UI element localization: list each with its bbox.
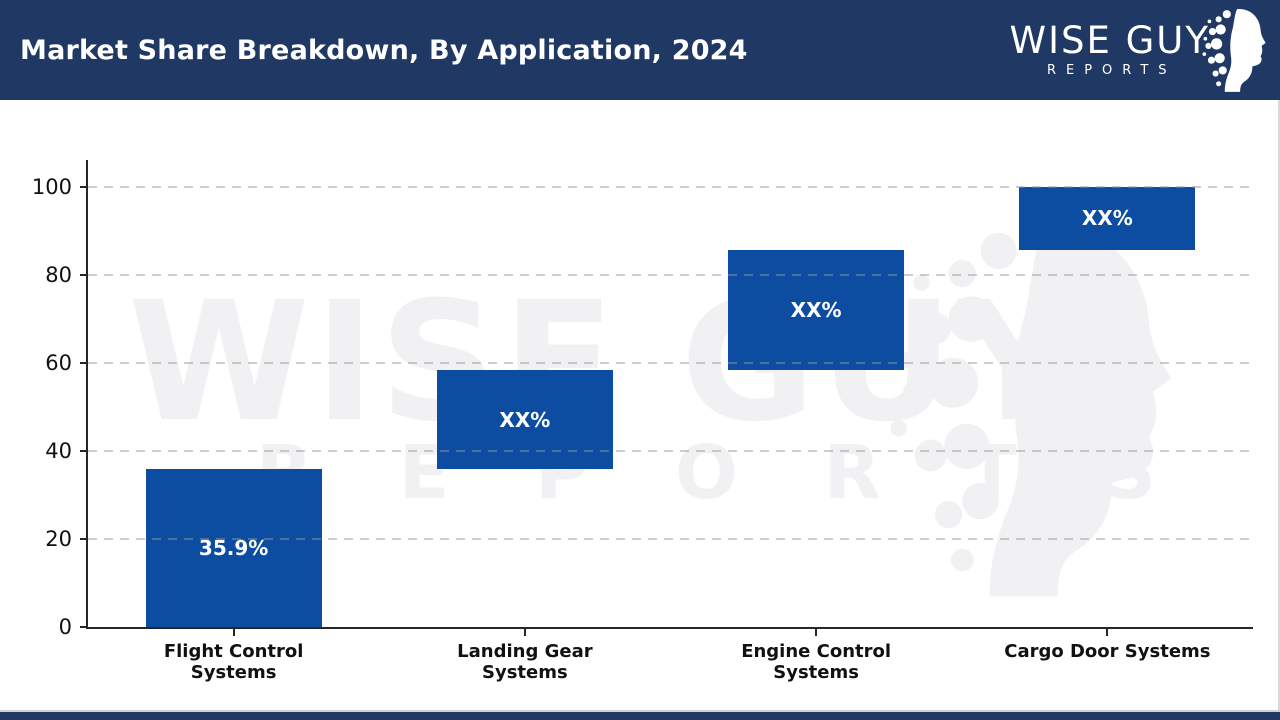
page-title: Market Share Breakdown, By Application, … xyxy=(20,34,748,66)
gridline xyxy=(88,274,1253,276)
y-tick-label: 60 xyxy=(45,351,72,375)
x-axis-line xyxy=(86,627,1253,629)
dotted-head-icon xyxy=(1202,9,1266,92)
y-axis-line xyxy=(86,160,88,629)
y-tick xyxy=(80,274,88,276)
y-tick-label: 40 xyxy=(45,439,72,463)
bar-value-label: XX% xyxy=(790,297,842,322)
y-tick xyxy=(80,362,88,364)
y-tick xyxy=(80,626,88,628)
logo-wordmark-line2: REPORTS xyxy=(1046,63,1177,78)
x-tick-label: Engine Control Systems xyxy=(741,641,892,683)
frame-right-border xyxy=(1278,100,1280,710)
x-tick xyxy=(1106,629,1109,636)
logo: WISE GUY REPORTS xyxy=(1010,4,1274,96)
bar-value-label: 35.9% xyxy=(198,536,269,560)
header-bar: Market Share Breakdown, By Application, … xyxy=(0,0,1280,100)
bar-value-label: XX% xyxy=(1081,206,1133,231)
x-tick-label: Cargo Door Systems xyxy=(1004,641,1211,662)
x-tick-label: Flight Control Systems xyxy=(163,641,304,683)
gridline xyxy=(88,450,1253,452)
logo-wordmark-line1: WISE GUY xyxy=(1009,19,1210,62)
y-tick-label: 80 xyxy=(45,263,72,287)
logo-wordmark: WISE GUY REPORTS xyxy=(1010,22,1210,78)
bar: 35.9% xyxy=(145,469,322,627)
y-tick xyxy=(80,538,88,540)
y-tick xyxy=(80,186,88,188)
bar: XX% xyxy=(728,249,905,371)
y-tick-label: 0 xyxy=(58,615,72,639)
y-tick-label: 20 xyxy=(45,527,72,551)
x-tick-label: Landing Gear Systems xyxy=(457,641,593,683)
x-tick xyxy=(232,629,235,636)
x-tick xyxy=(523,629,526,636)
y-tick-label: 100 xyxy=(31,175,72,199)
bar-value-label: XX% xyxy=(499,407,551,432)
x-tick xyxy=(815,629,818,636)
bar: XX% xyxy=(1019,187,1196,250)
gridline xyxy=(88,186,1253,188)
bar: XX% xyxy=(436,370,613,470)
gridline xyxy=(88,362,1253,364)
y-tick xyxy=(80,450,88,452)
gridline xyxy=(88,538,1253,540)
footer-bar xyxy=(0,710,1280,720)
